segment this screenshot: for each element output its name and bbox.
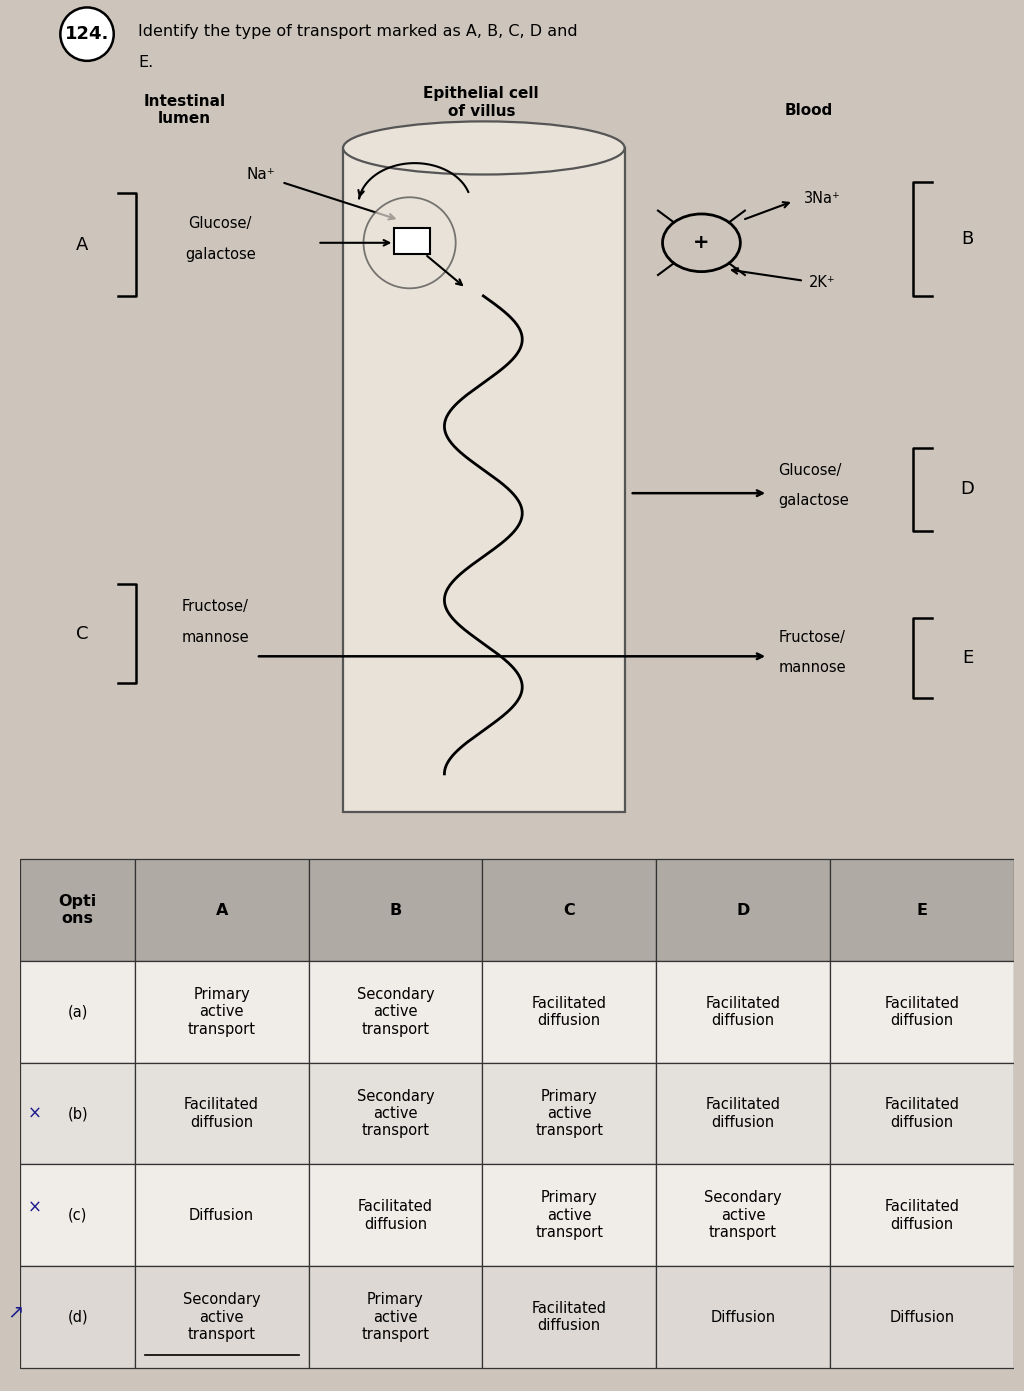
Text: (a): (a) [68,1004,88,1020]
Bar [20,860,135,961]
Bar [482,1063,656,1164]
Bar [830,1164,1014,1266]
Text: E.: E. [138,54,154,70]
Text: Diffusion: Diffusion [189,1207,254,1223]
Text: Intestinal
lumen: Intestinal lumen [143,93,225,127]
Bar [830,1063,1014,1164]
Text: galactose: galactose [184,246,256,262]
Text: galactose: galactose [778,494,849,508]
Text: mannose: mannose [778,661,846,675]
Text: Secondary
active
transport: Secondary active transport [356,1089,434,1138]
Bar [135,1266,308,1367]
Text: Glucose/: Glucose/ [188,217,252,231]
Text: E: E [963,650,973,668]
Text: Fructose/: Fructose/ [181,600,249,615]
Text: Primary
active
transport: Primary active transport [536,1089,603,1138]
Text: Diffusion: Diffusion [889,1309,954,1324]
Text: (d): (d) [68,1309,88,1324]
Text: E: E [916,903,928,918]
Text: D: D [961,480,975,498]
Text: C: C [76,625,88,643]
Text: Facilitated
diffusion: Facilitated diffusion [885,996,959,1028]
Text: A: A [76,235,88,253]
Bar [656,961,830,1063]
Text: ↗: ↗ [7,1302,24,1321]
Text: Secondary
active
transport: Secondary active transport [183,1292,260,1342]
Text: D: D [736,903,750,918]
Bar [394,228,430,255]
Text: B: B [962,230,974,248]
Text: ×: × [28,1198,41,1216]
Text: ×: × [28,1104,41,1123]
Text: Secondary
active
transport: Secondary active transport [705,1191,782,1241]
Text: Facilitated
diffusion: Facilitated diffusion [885,1097,959,1129]
Text: Secondary
active
transport: Secondary active transport [356,988,434,1036]
Bar [20,1063,135,1164]
Bar [656,1266,830,1367]
Ellipse shape [364,198,456,288]
Text: Epithelial cell
of villus: Epithelial cell of villus [424,86,539,118]
Bar [308,1164,482,1266]
Bar [482,860,656,961]
Text: +: + [693,234,710,252]
Bar [482,1164,656,1266]
Ellipse shape [343,121,625,174]
Text: Facilitated
diffusion: Facilitated diffusion [531,1301,607,1334]
Text: 2K⁺: 2K⁺ [809,275,836,289]
Bar [482,961,656,1063]
Text: mannose: mannose [181,630,249,645]
Text: B: B [389,903,401,918]
Bar [656,1164,830,1266]
Text: Facilitated
diffusion: Facilitated diffusion [885,1199,959,1231]
Text: Facilitated
diffusion: Facilitated diffusion [358,1199,433,1231]
Bar [830,860,1014,961]
Text: A: A [215,903,227,918]
Bar [20,961,135,1063]
Text: (b): (b) [68,1106,88,1121]
Text: C: C [563,903,575,918]
Bar [656,1063,830,1164]
Bar [308,860,482,961]
Bar [308,961,482,1063]
Bar [830,1266,1014,1367]
Bar [656,860,830,961]
Text: Facilitated
diffusion: Facilitated diffusion [531,996,607,1028]
Bar [20,1164,135,1266]
Bar [135,1164,308,1266]
Bar [830,961,1014,1063]
Bar [20,1266,135,1367]
Text: Facilitated
diffusion: Facilitated diffusion [706,996,780,1028]
Bar [308,1063,482,1164]
Text: 3Na⁺: 3Na⁺ [804,192,841,206]
Text: Identify the type of transport marked as A, B, C, D and: Identify the type of transport marked as… [138,25,578,39]
Text: Facilitated
diffusion: Facilitated diffusion [706,1097,780,1129]
Bar [135,860,308,961]
Text: Na⁺: Na⁺ [247,167,275,182]
Text: Primary
active
transport: Primary active transport [361,1292,429,1342]
Text: Fructose/: Fructose/ [778,630,845,645]
Text: Blood: Blood [784,103,834,117]
Bar [135,1063,308,1164]
Bar [135,961,308,1063]
Text: (c): (c) [68,1207,87,1223]
Bar [343,147,625,812]
Text: Diffusion: Diffusion [711,1309,775,1324]
Text: Primary
active
transport: Primary active transport [536,1191,603,1241]
Text: Opti
ons: Opti ons [58,894,96,926]
Bar [482,1266,656,1367]
Text: 124.: 124. [65,25,110,43]
Text: Primary
active
transport: Primary active transport [187,988,256,1036]
Text: Facilitated
diffusion: Facilitated diffusion [184,1097,259,1129]
Text: Glucose/: Glucose/ [778,463,842,479]
Bar [308,1266,482,1367]
